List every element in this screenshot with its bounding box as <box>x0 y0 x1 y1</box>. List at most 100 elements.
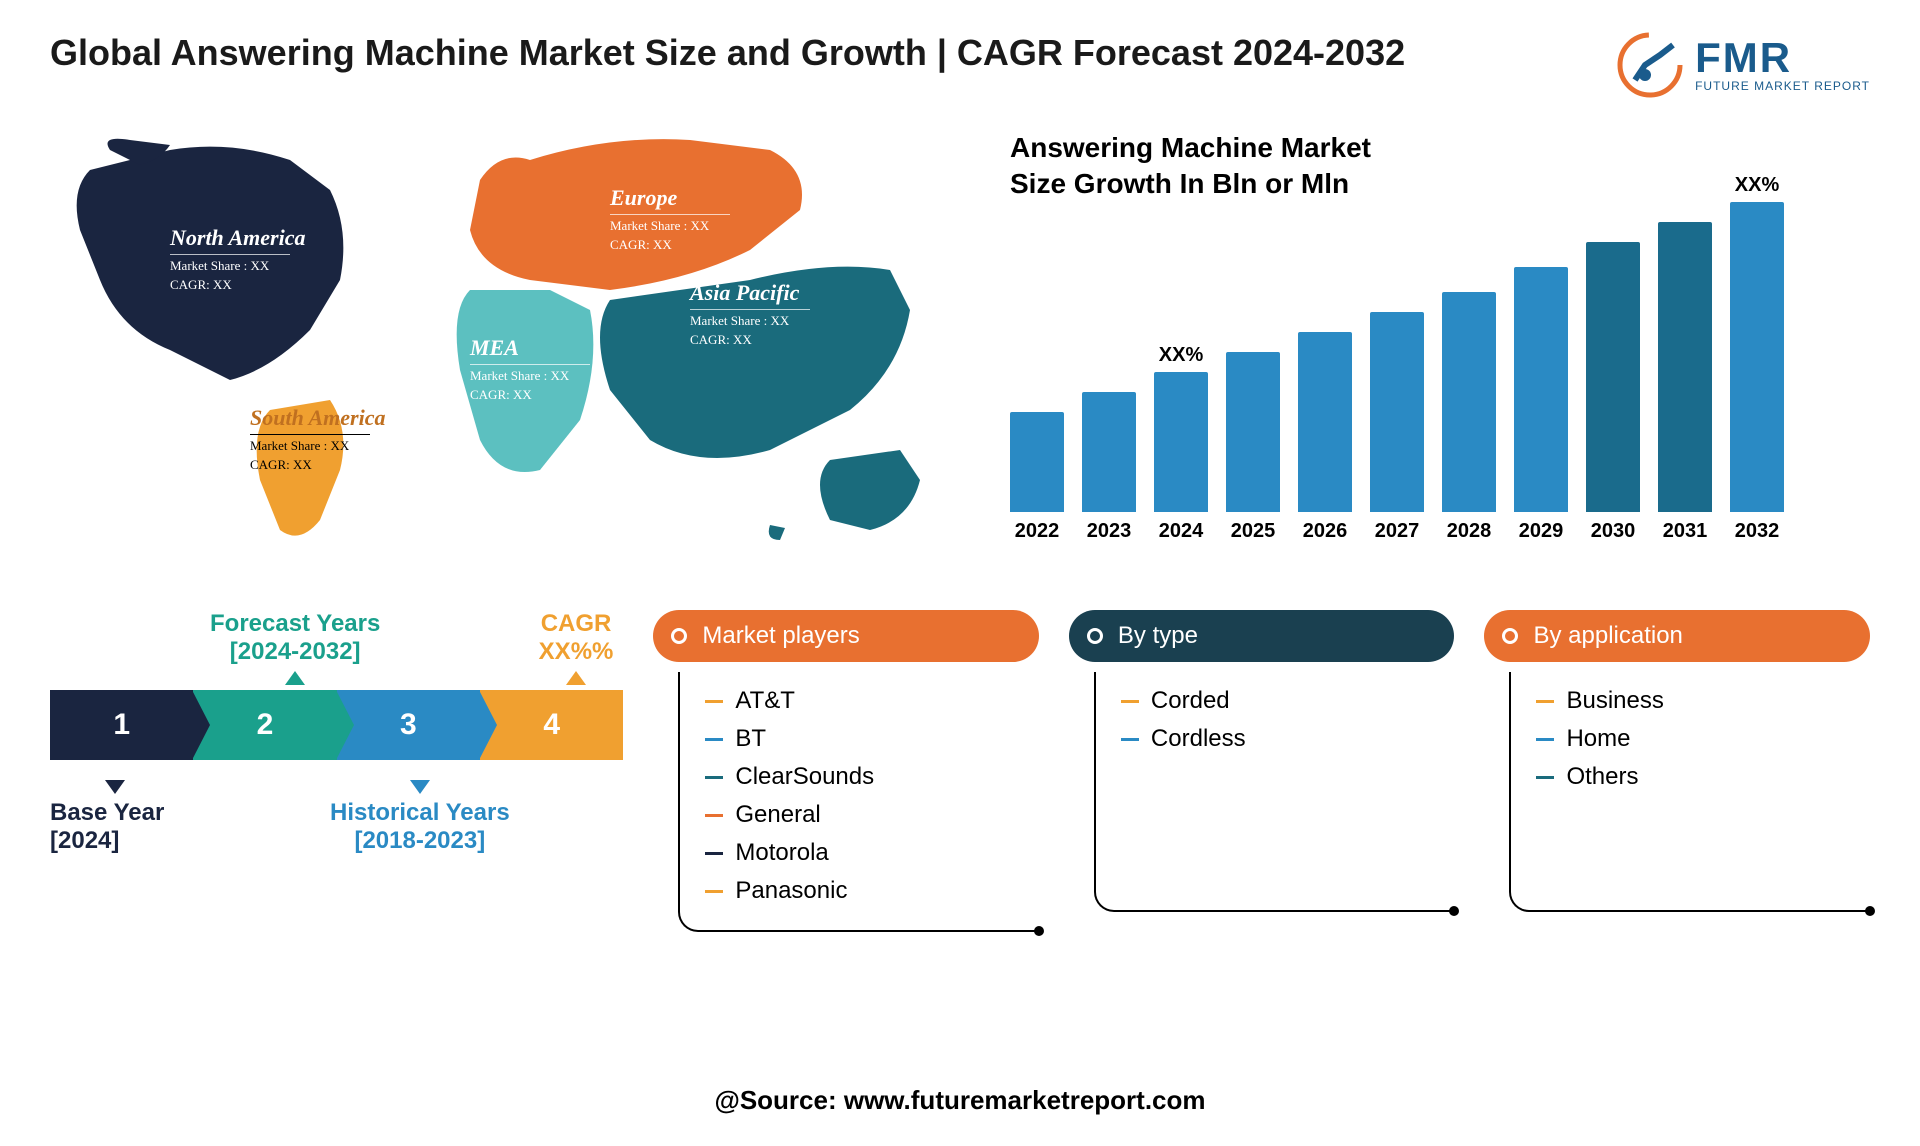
bar-year-label: 2030 <box>1591 520 1636 543</box>
bar-2031: 2031 <box>1658 222 1712 543</box>
bar-year-label: 2025 <box>1231 520 1276 543</box>
bar-year-label: 2024 <box>1159 520 1204 543</box>
region-name: Asia Pacific <box>690 280 810 306</box>
list-item: Corded <box>1121 687 1455 715</box>
region-cagr: CAGR: XX <box>250 457 386 474</box>
type-title: By type <box>1118 622 1198 650</box>
list-item: General <box>705 801 1039 829</box>
bar-rect <box>1730 202 1784 512</box>
dot-icon <box>1087 628 1103 644</box>
bar-rect <box>1514 267 1568 512</box>
bar-year-label: 2029 <box>1519 520 1564 543</box>
logo-main-text: FMR <box>1695 37 1870 79</box>
tick-icon <box>1536 700 1554 703</box>
bar-chart: 202220232024XX%2025202620272028202920302… <box>1010 223 1870 543</box>
tick-icon <box>705 814 723 817</box>
bar-2032: 2032XX% <box>1730 202 1784 543</box>
hist-range: [2018-2023] <box>330 827 510 855</box>
timeline-seg-1: 1 <box>50 690 193 760</box>
tick-icon <box>705 738 723 741</box>
item-label: AT&T <box>735 687 795 715</box>
region-cagr: CAGR: XX <box>470 387 590 404</box>
arrow-down-icon <box>410 780 430 794</box>
forecast-title: Forecast Years <box>210 610 380 638</box>
forecast-years-label: Forecast Years [2024-2032] <box>210 610 380 685</box>
chart-title: Answering Machine Market Size Growth In … <box>1010 130 1410 203</box>
region-cagr: CAGR: XX <box>170 277 305 294</box>
list-item: Panasonic <box>705 877 1039 905</box>
bar-2024: 2024XX% <box>1154 372 1208 543</box>
forecast-range: [2024-2032] <box>210 638 380 666</box>
by-application-box: By application BusinessHomeOthers <box>1484 610 1870 912</box>
region-share: Market Share : XX <box>250 438 386 455</box>
players-header: Market players <box>653 610 1039 662</box>
item-label: Cordless <box>1151 725 1246 753</box>
list-item: BT <box>705 725 1039 753</box>
bar-rect <box>1370 312 1424 512</box>
bar-2029: 2029 <box>1514 267 1568 543</box>
bar-2030: 2030 <box>1586 242 1640 543</box>
players-list: AT&T BT ClearSounds General Motorola Panasoni… <box>678 672 1039 932</box>
bar-2022: 2022 <box>1010 412 1064 543</box>
dot-icon <box>671 628 687 644</box>
cagr-value: XX%% <box>539 638 614 666</box>
hist-title: Historical Years <box>330 799 510 827</box>
bar-year-label: 2032 <box>1735 520 1780 543</box>
bar-2025: 2025 <box>1226 352 1280 543</box>
bar-year-label: 2031 <box>1663 520 1708 543</box>
app-list: Business Home Others <box>1509 672 1870 912</box>
arrow-down-icon <box>105 780 125 794</box>
dot-icon <box>1502 628 1518 644</box>
region-europe: Europe Market Share : XX CAGR: XX <box>610 185 730 254</box>
region-south-america: South America Market Share : XX CAGR: XX <box>250 405 386 474</box>
bar-rect <box>1010 412 1064 512</box>
bar-year-label: 2023 <box>1087 520 1132 543</box>
item-label: Corded <box>1151 687 1230 715</box>
type-header: By type <box>1069 610 1455 662</box>
region-share: Market Share : XX <box>170 258 305 275</box>
tick-icon <box>1536 776 1554 779</box>
list-item: ClearSounds <box>705 763 1039 791</box>
bar-year-label: 2022 <box>1015 520 1060 543</box>
bar-rect <box>1154 372 1208 512</box>
region-name: South America <box>250 405 386 431</box>
bar-2028: 2028 <box>1442 292 1496 543</box>
bar-year-label: 2027 <box>1375 520 1420 543</box>
bar-rect <box>1226 352 1280 512</box>
bar-year-label: 2028 <box>1447 520 1492 543</box>
timeline-seg-2: 2 <box>193 690 336 760</box>
bar-rect <box>1298 332 1352 512</box>
tick-icon <box>705 852 723 855</box>
market-players-box: Market players AT&T BT ClearSounds General M… <box>653 610 1039 932</box>
item-label: ClearSounds <box>735 763 874 791</box>
by-type-box: By type Corded Cordless <box>1069 610 1455 912</box>
list-item: Cordless <box>1121 725 1455 753</box>
region-cagr: CAGR: XX <box>610 237 730 254</box>
bar-rect <box>1586 242 1640 512</box>
region-share: Market Share : XX <box>690 313 810 330</box>
item-label: Business <box>1566 687 1663 715</box>
arrow-up-icon <box>285 671 305 685</box>
item-label: Home <box>1566 725 1630 753</box>
page-title: Global Answering Machine Market Size and… <box>50 30 1405 77</box>
region-north-america: North America Market Share : XX CAGR: XX <box>170 225 305 294</box>
tick-icon <box>705 700 723 703</box>
bar-year-label: 2026 <box>1303 520 1348 543</box>
source-text: @Source: www.futuremarketreport.com <box>0 1085 1920 1116</box>
arrow-up-icon <box>566 671 586 685</box>
region-mea: MEA Market Share : XX CAGR: XX <box>470 335 590 404</box>
item-label: Others <box>1566 763 1638 791</box>
type-list: Corded Cordless <box>1094 672 1455 912</box>
list-item: Home <box>1536 725 1870 753</box>
bar-top-label: XX% <box>1159 344 1203 367</box>
list-item: Business <box>1536 687 1870 715</box>
list-item: Others <box>1536 763 1870 791</box>
logo-icon <box>1615 30 1685 100</box>
historical-years-label: Historical Years [2018-2023] <box>330 780 510 855</box>
bar-top-label: XX% <box>1735 174 1779 197</box>
bar-rect <box>1658 222 1712 512</box>
item-label: General <box>735 801 820 829</box>
item-label: Motorola <box>735 839 828 867</box>
bar-2026: 2026 <box>1298 332 1352 543</box>
cagr-title: CAGR <box>539 610 614 638</box>
